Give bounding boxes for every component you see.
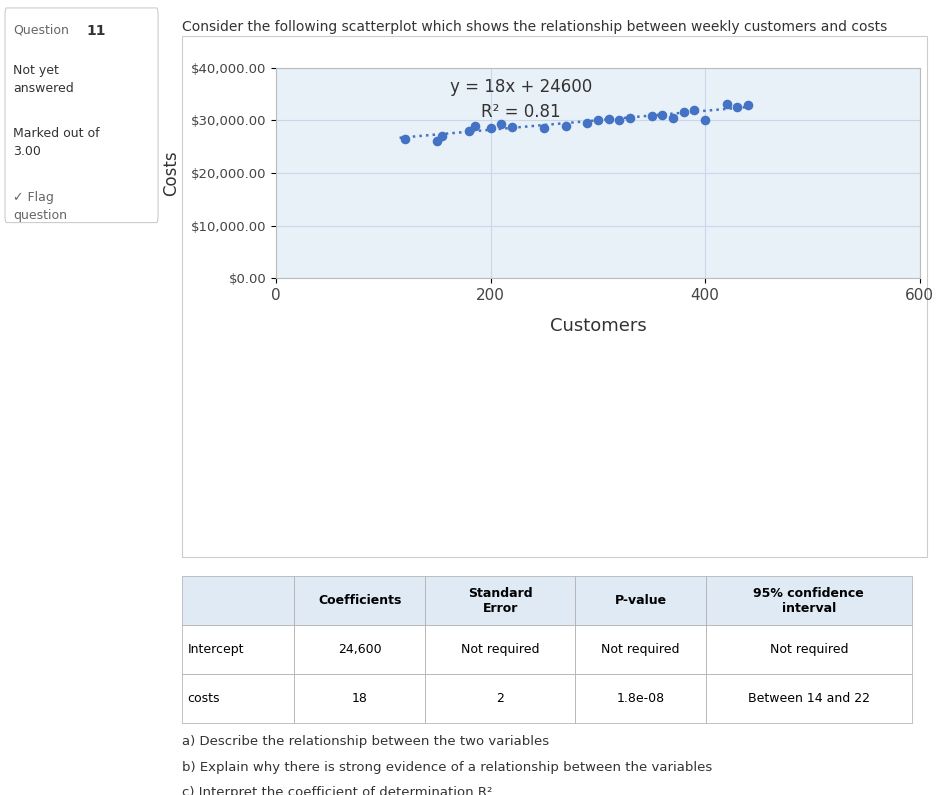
- Point: [676, 106, 691, 118]
- Point: [623, 111, 638, 124]
- Point: [430, 135, 445, 148]
- Point: [729, 101, 745, 114]
- Point: [435, 130, 450, 142]
- Text: y = 18x + 24600: y = 18x + 24600: [450, 78, 592, 96]
- Text: Question: Question: [13, 24, 69, 37]
- Point: [467, 119, 482, 132]
- Point: [698, 114, 713, 126]
- Point: [398, 132, 413, 145]
- Text: Not yet
answered: Not yet answered: [13, 64, 74, 95]
- Point: [536, 122, 552, 134]
- Point: [654, 109, 670, 122]
- Point: [601, 113, 616, 126]
- Point: [461, 124, 476, 137]
- Point: [494, 118, 509, 131]
- Text: a) Describe the relationship between the two variables: a) Describe the relationship between the…: [183, 735, 550, 748]
- Point: [483, 122, 498, 134]
- Point: [579, 117, 594, 130]
- Point: [611, 114, 627, 126]
- Point: [644, 110, 659, 122]
- Text: ✓ Flag
question: ✓ Flag question: [13, 191, 68, 222]
- Point: [666, 111, 681, 124]
- Point: [687, 103, 702, 116]
- Point: [505, 120, 520, 133]
- Text: 11: 11: [87, 24, 107, 38]
- X-axis label: Customers: Customers: [550, 317, 647, 335]
- Point: [591, 114, 606, 126]
- FancyBboxPatch shape: [182, 36, 927, 556]
- Y-axis label: Costs: Costs: [162, 150, 180, 196]
- Text: Consider the following scatterplot which shows the relationship between weekly c: Consider the following scatterplot which…: [182, 20, 887, 34]
- Text: Marked out of
3.00: Marked out of 3.00: [13, 127, 100, 158]
- Text: b) Explain why there is strong evidence of a relationship between the variables: b) Explain why there is strong evidence …: [183, 761, 712, 774]
- Point: [558, 119, 573, 132]
- Text: R² = 0.81: R² = 0.81: [481, 103, 560, 122]
- Point: [741, 99, 756, 112]
- Text: c) Interpret the coefficient of determination R²: c) Interpret the coefficient of determin…: [183, 786, 493, 795]
- Point: [719, 98, 734, 111]
- FancyBboxPatch shape: [5, 8, 158, 223]
